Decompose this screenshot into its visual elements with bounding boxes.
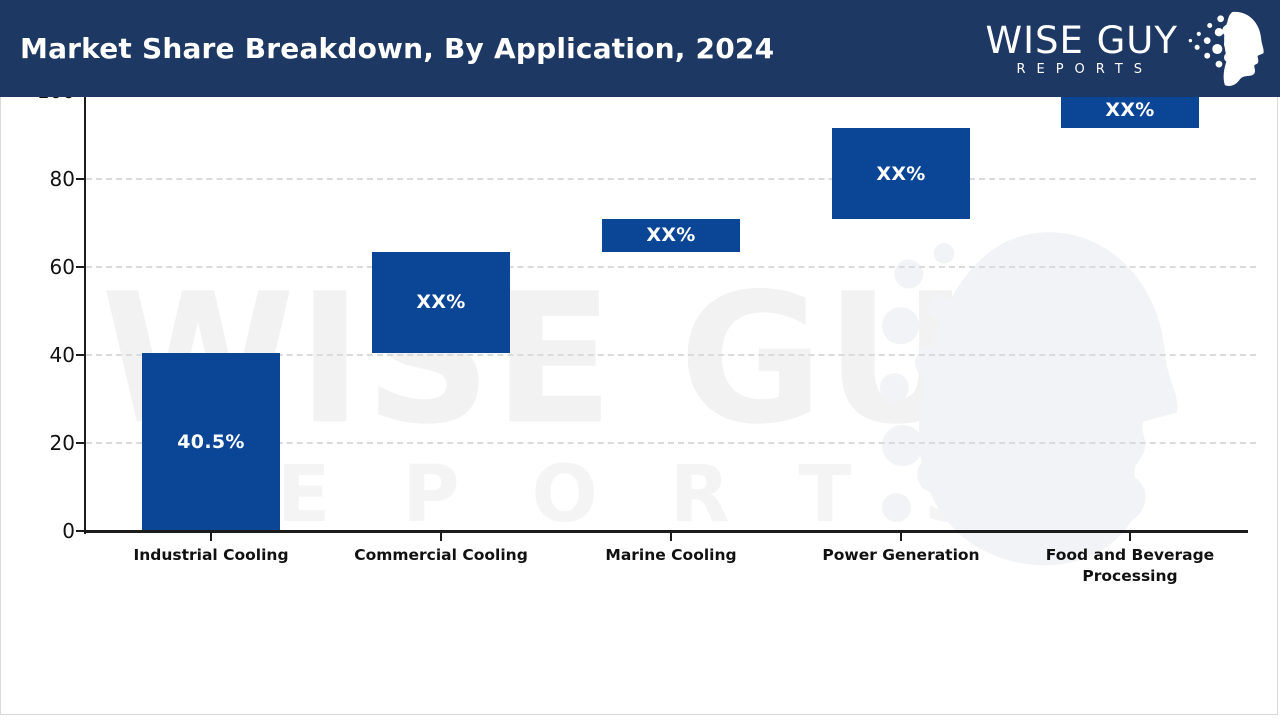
grid-line [86, 178, 1256, 180]
logo-head-icon [1188, 11, 1264, 86]
x-tick-mark [440, 533, 442, 541]
x-tick-mark [210, 533, 212, 541]
x-tick-mark [900, 533, 902, 541]
bar-value-label: XX% [1105, 98, 1155, 121]
chart-title: Market Share Breakdown, By Application, … [20, 32, 775, 65]
y-tick-label: 20 [49, 431, 75, 455]
y-axis-line [84, 97, 86, 534]
x-tick-label: Marine Cooling [605, 546, 737, 564]
x-tick-mark [1129, 533, 1131, 541]
y-tick-mark [76, 530, 84, 532]
y-tick-label: 100 [15, 97, 75, 103]
y-tick-mark [76, 266, 84, 268]
bar: XX% [832, 128, 970, 219]
y-tick-label: 60 [49, 255, 75, 279]
grid-line [86, 442, 1256, 444]
x-tick-label: Industrial Cooling [133, 546, 289, 564]
plot-area: 40.5% XX% XX% XX% XX% [86, 97, 1256, 531]
bar-value-label: XX% [416, 291, 466, 314]
bar-value-label: XX% [646, 224, 696, 247]
logo-wordmark: WISE GUY [985, 18, 1178, 62]
y-tick-label: 0 [62, 519, 75, 543]
y-tick-label: 80 [49, 167, 75, 191]
chart-canvas: WISE GUY REPORTS 40.5% XX% XX% XX% XX% 0 20 40… [0, 97, 1278, 715]
bar: XX% [602, 218, 740, 252]
bar: 40.5% [142, 352, 280, 531]
y-tick-label: 40 [49, 343, 75, 367]
x-tick-mark [670, 533, 672, 541]
wiseguy-logo: WISE GUY REPORTS [986, 6, 1266, 92]
logo-text: WISE GUY REPORTS [986, 22, 1178, 76]
x-tick-label: Power Generation [822, 546, 980, 564]
bar-value-label: 40.5% [177, 430, 245, 453]
x-axis-line [84, 530, 1248, 533]
bar: XX% [1061, 97, 1199, 129]
header: Market Share Breakdown, By Application, … [0, 0, 1280, 97]
y-tick-mark [76, 354, 84, 356]
bar-value-label: XX% [876, 162, 926, 185]
logo-subtitle: REPORTS [1016, 61, 1154, 77]
grid-line [86, 354, 1256, 356]
x-tick-label: Food and Beverage Processing [1045, 546, 1215, 585]
bar: XX% [372, 251, 510, 353]
x-tick-label: Commercial Cooling [354, 546, 528, 564]
y-tick-mark [76, 442, 84, 444]
y-tick-mark [76, 178, 84, 180]
grid-line [86, 266, 1256, 268]
